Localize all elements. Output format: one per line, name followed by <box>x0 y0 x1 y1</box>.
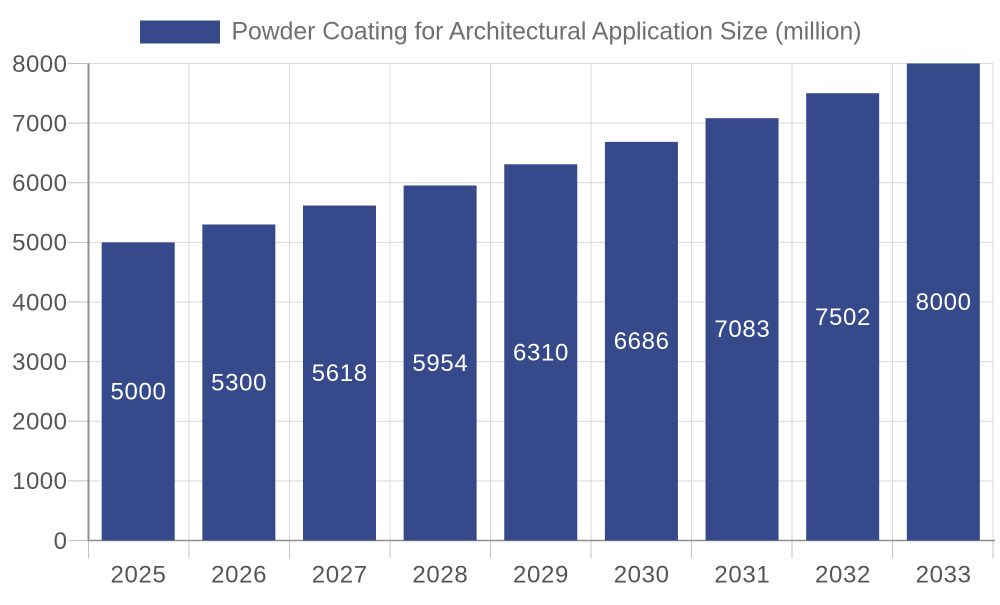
svg-text:2026: 2026 <box>211 561 267 588</box>
svg-text:5300: 5300 <box>211 369 267 396</box>
svg-text:5000: 5000 <box>12 230 67 257</box>
svg-text:3000: 3000 <box>12 349 67 376</box>
svg-text:6310: 6310 <box>513 339 569 366</box>
svg-text:6000: 6000 <box>12 170 67 197</box>
svg-text:0: 0 <box>54 528 68 555</box>
svg-text:5954: 5954 <box>412 350 468 377</box>
svg-text:2031: 2031 <box>714 561 770 588</box>
svg-text:2027: 2027 <box>312 561 368 588</box>
svg-text:2033: 2033 <box>916 561 972 588</box>
svg-text:7000: 7000 <box>12 110 67 137</box>
svg-text:2030: 2030 <box>614 561 670 588</box>
svg-text:4000: 4000 <box>12 289 67 316</box>
svg-text:7502: 7502 <box>815 304 871 331</box>
svg-text:2028: 2028 <box>412 561 468 588</box>
svg-text:5000: 5000 <box>111 378 167 405</box>
svg-text:5618: 5618 <box>312 360 368 387</box>
svg-text:8000: 8000 <box>916 289 972 316</box>
svg-text:6686: 6686 <box>614 328 670 355</box>
svg-text:2000: 2000 <box>12 409 67 436</box>
svg-text:2032: 2032 <box>815 561 871 588</box>
svg-text:8000: 8000 <box>12 51 67 78</box>
svg-text:2029: 2029 <box>513 561 569 588</box>
svg-text:7083: 7083 <box>714 316 770 343</box>
svg-text:2025: 2025 <box>111 561 167 588</box>
svg-text:Powder Coating for Architectur: Powder Coating for Architectural Applica… <box>232 19 862 46</box>
svg-text:1000: 1000 <box>12 468 67 495</box>
